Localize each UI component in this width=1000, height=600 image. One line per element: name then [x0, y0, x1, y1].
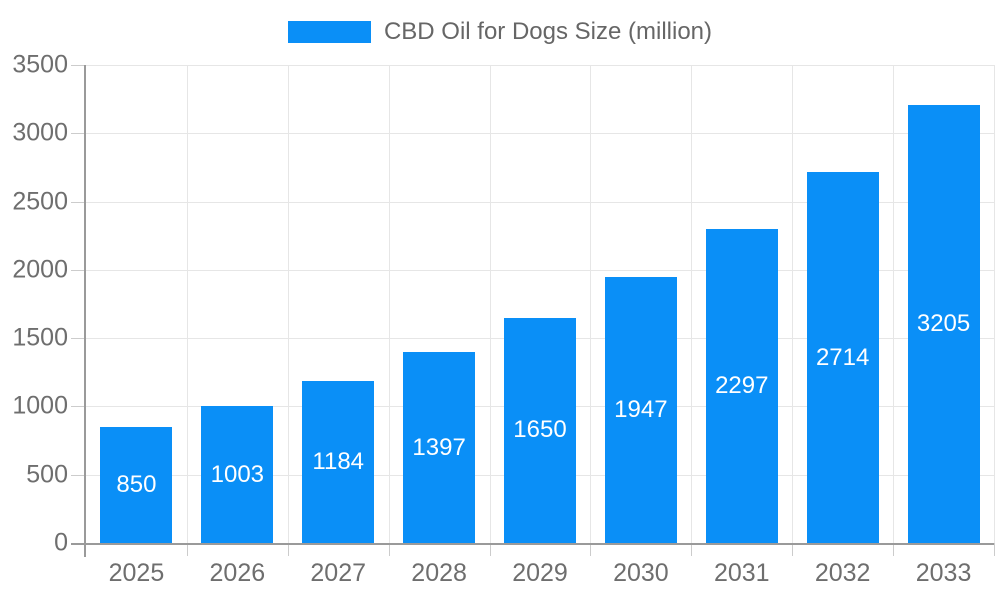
x-tick: [489, 543, 491, 556]
legend-item[interactable]: CBD Oil for Dogs Size (million): [0, 15, 1000, 49]
y-tick: [71, 65, 86, 66]
x-tick-label: 2026: [209, 559, 266, 587]
x-gridline: [893, 65, 895, 543]
y-tick-label: 2500: [12, 187, 68, 216]
y-tick: [71, 474, 86, 476]
x-gridline: [590, 65, 592, 543]
x-tick: [287, 543, 289, 556]
bar: 3205: [907, 105, 980, 543]
y-tick-label: 3000: [12, 118, 68, 147]
x-tick-label: 2028: [411, 559, 467, 587]
bar: 1650: [503, 317, 576, 543]
x-tick: [893, 543, 895, 556]
plot-area: 850 1003 1184 1397 1650 1947 2297 2714 3205: [71, 65, 995, 557]
legend-label: CBD Oil for Dogs Size (million): [383, 18, 713, 45]
bar-value-label: 1003: [210, 460, 265, 488]
y-gridline: [86, 133, 994, 135]
legend-swatch: [287, 21, 371, 43]
y-tick-label: 1500: [12, 323, 68, 352]
x-tick: [388, 543, 390, 556]
x-axis-labels: 2025 2026 2027 2028 2029 2030 2031 2032 2033: [86, 561, 994, 591]
x-tick-label: 2033: [915, 559, 972, 587]
x-tick: [691, 543, 693, 556]
bar-value-label: 1397: [412, 433, 466, 461]
x-tick-label: 2027: [310, 559, 367, 587]
y-tick: [71, 133, 86, 135]
x-gridline: [186, 65, 188, 543]
x-tick: [590, 543, 592, 556]
bar: 1947: [604, 277, 677, 543]
y-gridline: [86, 201, 994, 203]
bar-value-label: 1947: [614, 396, 668, 424]
y-gridline: [86, 269, 994, 271]
bar: 850: [100, 426, 173, 543]
x-gridline: [691, 65, 693, 543]
y-tick-label: 3500: [12, 50, 68, 79]
y-tick: [71, 406, 86, 408]
x-tick-label: 2031: [713, 559, 770, 587]
x-gridline: [994, 65, 995, 543]
y-axis-labels: 0 500 1000 1500 2000 2500 3000 3500: [0, 52, 68, 555]
bar-value-label: 2714: [815, 343, 870, 371]
y-tick: [71, 338, 86, 340]
x-tick-label: 2029: [512, 559, 568, 587]
bar: 2714: [806, 172, 879, 543]
x-tick-label: 2030: [613, 559, 669, 587]
bar-value-label: 1184: [312, 448, 365, 476]
bar-value-label: 2297: [715, 372, 769, 400]
bar-value-label: 1650: [513, 416, 567, 444]
y-tick-label: 500: [26, 460, 68, 489]
bar: 2297: [705, 229, 778, 543]
y-axis-line: [84, 65, 86, 557]
x-gridline: [792, 65, 794, 543]
x-tick: [994, 543, 995, 556]
x-gridline: [489, 65, 491, 543]
y-tick-label: 2000: [12, 255, 68, 284]
x-tick: [186, 543, 188, 556]
x-tick: [792, 543, 794, 556]
x-gridline: [287, 65, 289, 543]
y-gridline: [86, 65, 994, 66]
x-tick-label: 2025: [108, 559, 165, 587]
y-tick: [71, 201, 86, 203]
bar: 1184: [302, 381, 375, 543]
y-tick-label: 1000: [12, 391, 68, 420]
y-tick-label: 0: [54, 528, 68, 557]
bar: 1003: [201, 406, 274, 543]
x-tick-label: 2032: [814, 559, 871, 587]
y-tick: [71, 269, 86, 271]
x-axis-line: [71, 543, 994, 545]
bar-value-label: 850: [116, 470, 157, 498]
x-gridline: [388, 65, 390, 543]
bar-value-label: 3205: [916, 310, 971, 338]
bar: 1397: [403, 352, 476, 543]
